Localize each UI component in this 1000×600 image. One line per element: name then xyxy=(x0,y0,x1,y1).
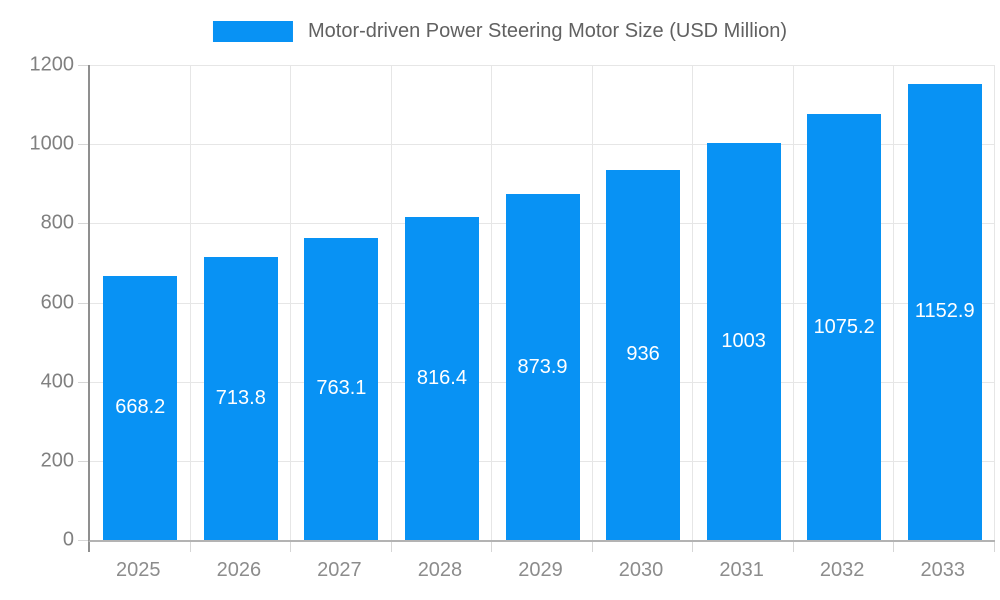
y-axis-tick xyxy=(78,460,88,462)
bar[interactable]: 1152.9 xyxy=(907,83,982,540)
legend-label: Motor-driven Power Steering Motor Size (… xyxy=(307,20,788,42)
x-axis-tick-label: 2033 xyxy=(920,559,965,581)
bar-value-label: 1152.9 xyxy=(914,300,975,323)
y-axis-tick xyxy=(78,65,88,66)
x-axis-tick-label: 2025 xyxy=(116,559,161,581)
x-axis-tick xyxy=(692,542,694,552)
bar[interactable]: 816.4 xyxy=(404,216,479,540)
x-axis-tick xyxy=(290,542,292,552)
gridline-vertical xyxy=(491,65,493,540)
y-axis-tick xyxy=(78,144,88,146)
x-axis-tick xyxy=(994,542,995,552)
y-axis-tick-label: 0 xyxy=(62,528,74,551)
x-axis-tick-label: 2027 xyxy=(317,559,362,581)
bar-value-label: 1075.2 xyxy=(813,315,875,338)
bar-value-label: 1003 xyxy=(721,329,766,352)
x-axis-tick xyxy=(390,542,392,552)
bar[interactable]: 873.9 xyxy=(505,194,580,540)
gridline-horizontal xyxy=(90,144,995,146)
bar[interactable]: 668.2 xyxy=(103,275,178,540)
bar[interactable]: 936 xyxy=(606,169,681,540)
gridline-vertical xyxy=(893,65,895,540)
x-axis-tick-label: 2026 xyxy=(216,559,262,581)
gridline-vertical xyxy=(390,65,392,540)
gridline-vertical xyxy=(792,65,794,540)
y-axis-tick xyxy=(78,302,88,304)
y-axis-tick xyxy=(78,223,88,225)
y-axis-tick-label: 800 xyxy=(40,211,74,234)
y-axis-tick-label: 1000 xyxy=(29,132,75,155)
legend[interactable]: Motor-driven Power Steering Motor Size (… xyxy=(212,20,788,43)
bar[interactable]: 763.1 xyxy=(304,237,379,540)
bar-value-label: 763.1 xyxy=(316,377,367,400)
y-axis-tick xyxy=(78,540,88,541)
y-axis-tick xyxy=(78,381,88,383)
x-axis-tick-label: 2031 xyxy=(719,559,764,581)
gridline-vertical xyxy=(692,65,694,540)
plot-area: 668.2 713.8 763.1 816.4 873.9 936 1003 1075.2 11… xyxy=(78,65,995,552)
x-axis-tick xyxy=(491,542,493,552)
gridline-horizontal xyxy=(90,65,995,66)
bar-value-label: 936 xyxy=(626,343,660,366)
x-axis-tick-label: 2029 xyxy=(518,559,563,581)
x-axis-tick xyxy=(88,542,90,552)
bar-value-label: 668.2 xyxy=(115,396,166,419)
x-axis-tick xyxy=(792,542,794,552)
x-axis-tick xyxy=(189,542,191,552)
gridline-vertical xyxy=(290,65,292,540)
bar-value-label: 816.4 xyxy=(416,366,467,389)
bar[interactable]: 1003 xyxy=(706,142,781,540)
x-axis-tick xyxy=(591,542,593,552)
y-axis-tick-label: 1200 xyxy=(29,53,75,76)
bar-value-label: 873.9 xyxy=(517,355,568,378)
bar[interactable]: 713.8 xyxy=(203,257,278,540)
bar[interactable]: 1075.2 xyxy=(807,114,882,540)
y-axis-tick-label: 600 xyxy=(40,291,74,313)
gridline-vertical xyxy=(189,65,191,540)
bar-value-label: 713.8 xyxy=(215,387,266,410)
legend-swatch xyxy=(212,21,293,42)
x-axis-tick-label: 2030 xyxy=(618,559,664,581)
x-axis-tick-label: 2028 xyxy=(417,559,463,581)
x-axis-tick xyxy=(893,542,895,552)
gridline-vertical xyxy=(591,65,593,540)
gridline-vertical xyxy=(994,65,995,540)
x-axis-tick-label: 2032 xyxy=(819,559,865,581)
y-axis-tick-label: 200 xyxy=(40,449,74,472)
y-axis-tick-label: 400 xyxy=(40,370,74,393)
